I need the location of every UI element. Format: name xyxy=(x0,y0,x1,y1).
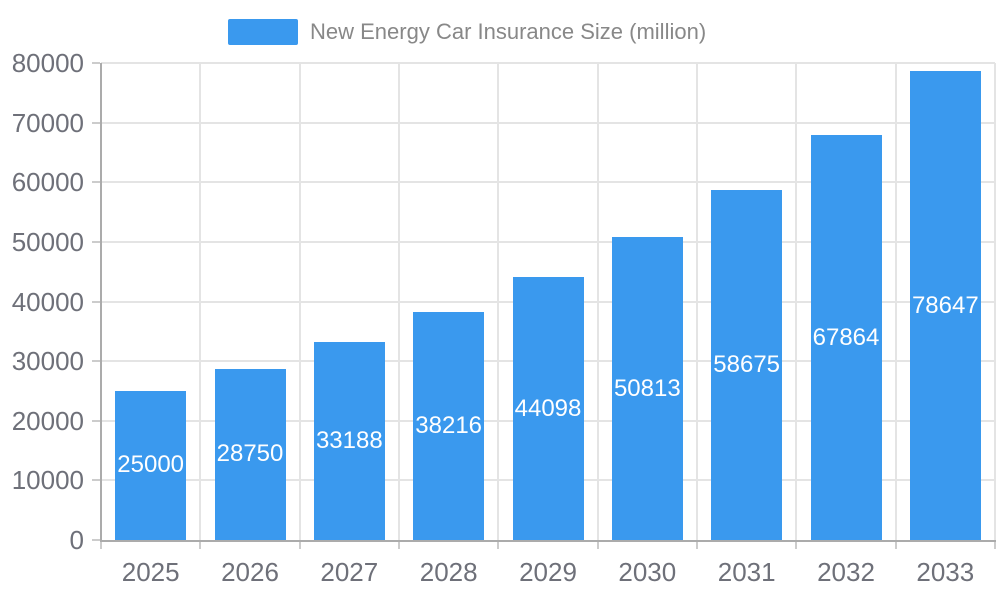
x-tick-label: 2029 xyxy=(519,557,577,587)
x-axis-tick xyxy=(994,541,996,549)
x-axis-tick xyxy=(795,541,798,549)
y-gridline xyxy=(101,240,995,243)
y-tick-label: 70000 xyxy=(11,107,84,138)
x-axis-tick xyxy=(298,541,301,549)
y-tick-label: 20000 xyxy=(11,405,84,436)
y-tick-label: 0 xyxy=(69,525,84,555)
x-gridline xyxy=(894,63,897,540)
bar[interactable]: 33188 xyxy=(313,342,385,540)
y-axis-tick xyxy=(92,300,100,303)
y-axis-tick xyxy=(92,479,100,482)
legend-label[interactable]: New Energy Car Insurance Size (million) xyxy=(310,19,707,44)
bar[interactable]: 50813 xyxy=(611,237,683,540)
bar-value-label: 33188 xyxy=(315,427,383,455)
y-tick-label: 80000 xyxy=(11,48,84,78)
x-axis-tick xyxy=(100,541,102,549)
x-tick-label: 2025 xyxy=(121,557,180,587)
bar-value-label: 28750 xyxy=(216,440,284,468)
x-tick-label: 2031 xyxy=(717,557,776,587)
bar-value-label: 50813 xyxy=(613,374,681,402)
y-tick-label: 30000 xyxy=(11,346,84,377)
y-tick-label: 60000 xyxy=(11,167,84,198)
y-axis-line xyxy=(100,63,102,542)
y-axis-tick xyxy=(92,360,100,363)
y-axis-tick xyxy=(92,181,100,184)
x-axis-tick xyxy=(894,541,897,549)
y-tick-label: 40000 xyxy=(11,286,84,317)
bar[interactable]: 25000 xyxy=(115,390,187,540)
y-gridline xyxy=(101,62,995,64)
x-axis-tick xyxy=(398,541,400,549)
x-axis-tick xyxy=(497,541,500,549)
x-gridline xyxy=(795,63,798,540)
x-axis-tick xyxy=(596,541,599,549)
y-tick-label: 10000 xyxy=(11,465,84,496)
bar-value-label: 25000 xyxy=(117,451,185,479)
y-axis-tick xyxy=(92,539,100,541)
x-axis-tick xyxy=(199,541,202,549)
legend-swatch[interactable] xyxy=(228,19,298,45)
x-gridline xyxy=(497,63,500,540)
x-gridline xyxy=(696,63,698,540)
legend-item[interactable]: New Energy Car Insurance Size (million) xyxy=(228,19,706,45)
y-axis-tick xyxy=(92,121,100,124)
y-gridline xyxy=(101,181,995,184)
y-tick-label: 50000 xyxy=(11,226,84,257)
bar[interactable]: 58675 xyxy=(711,190,783,540)
x-axis-tick xyxy=(696,541,698,549)
bar[interactable]: 38216 xyxy=(413,312,485,540)
x-gridline xyxy=(398,63,400,540)
bar-value-label: 44098 xyxy=(514,394,582,422)
bar-value-label: 58675 xyxy=(713,351,781,379)
x-tick-label: 2027 xyxy=(320,557,379,587)
y-gridline xyxy=(101,121,995,124)
x-axis-line xyxy=(100,540,996,542)
x-tick-label: 2030 xyxy=(618,557,677,587)
bar[interactable]: 67864 xyxy=(810,135,882,540)
bar-value-label: 78647 xyxy=(911,291,979,319)
x-tick-label: 2033 xyxy=(916,557,975,587)
x-tick-label: 2032 xyxy=(817,557,875,587)
bar-value-label: 38216 xyxy=(415,412,483,440)
bar[interactable]: 44098 xyxy=(512,277,584,540)
bar-value-label: 67864 xyxy=(812,323,880,351)
x-gridline xyxy=(994,63,996,540)
y-axis-tick xyxy=(92,62,100,64)
bar[interactable]: 28750 xyxy=(214,368,286,540)
x-gridline xyxy=(199,63,202,540)
bar[interactable]: 78647 xyxy=(909,71,981,540)
x-gridline xyxy=(596,63,599,540)
x-tick-label: 2028 xyxy=(419,557,478,587)
x-gridline xyxy=(298,63,301,540)
x-tick-label: 2026 xyxy=(221,557,279,587)
y-axis-tick xyxy=(92,419,100,422)
y-axis-tick xyxy=(92,240,100,243)
